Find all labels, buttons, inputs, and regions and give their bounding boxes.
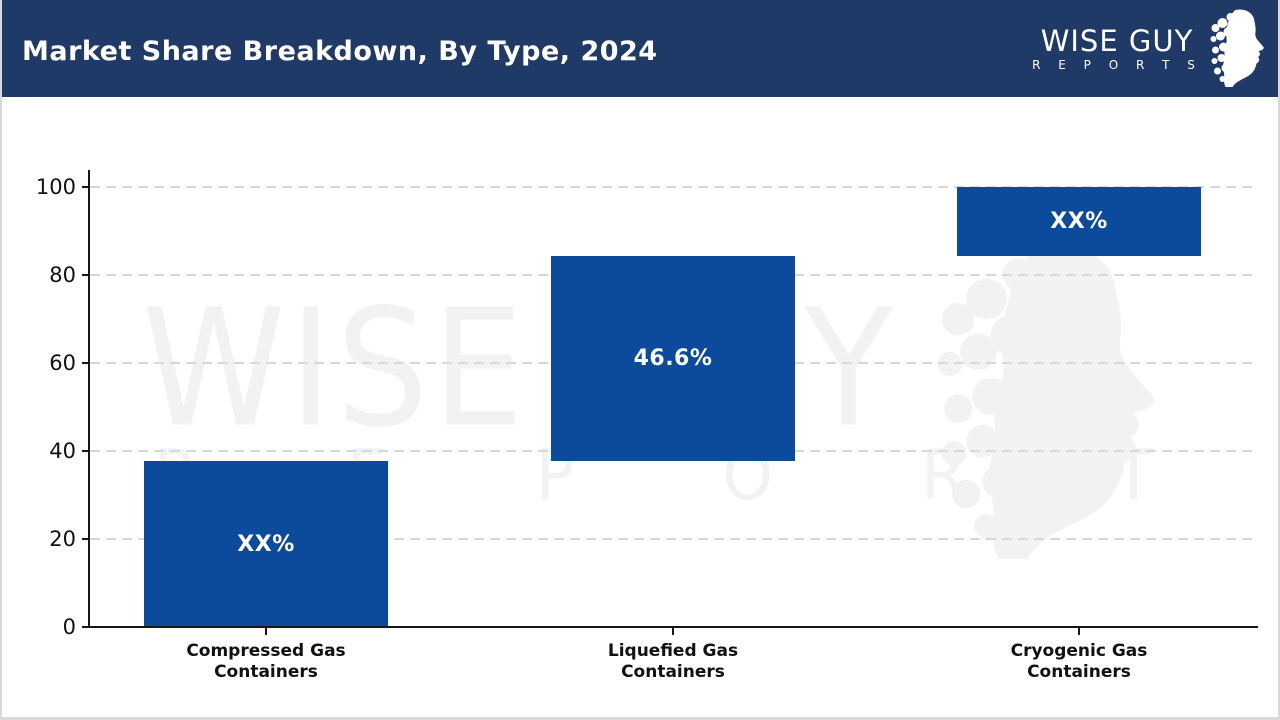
category-label-compressed-gas-containers: Compressed Gas Containers [186, 641, 346, 682]
y-tick-60 [82, 362, 89, 364]
y-tick-40 [82, 450, 89, 452]
y-tick-label-100: 100 [35, 175, 76, 199]
y-tick-label-20: 20 [49, 527, 76, 551]
bar-compressed-gas-containers: XX% [144, 461, 388, 627]
wise-guy-logo: WISE GUY R E P O R T S [1031, 6, 1266, 92]
y-tick-100 [82, 186, 89, 188]
x-tick-liquefied-gas-containers [672, 628, 674, 635]
y-tick-label-0: 0 [62, 615, 76, 639]
category-label-cryogenic-gas-containers: Cryogenic Gas Containers [1010, 641, 1148, 682]
logo-head-icon [1210, 8, 1266, 88]
y-tick-0 [82, 626, 89, 628]
y-tick-label-40: 40 [49, 439, 76, 463]
logo-wordmark: WISE GUY [1040, 24, 1194, 58]
x-tick-compressed-gas-containers [265, 628, 267, 635]
bar-value-label: XX% [237, 531, 295, 557]
bar-cryogenic-gas-containers: XX% [957, 187, 1201, 257]
page-title: Market Share Breakdown, By Type, 2024 [22, 36, 658, 67]
logo-reports-text: R E P O R T S [1032, 58, 1202, 72]
bar-value-label: 46.6% [633, 346, 713, 372]
y-tick-80 [82, 274, 89, 276]
y-tick-20 [82, 538, 89, 540]
watermark-head-icon [937, 238, 1162, 563]
gridline-20 [90, 538, 1256, 540]
gridline-100 [90, 186, 1256, 188]
x-tick-cryogenic-gas-containers [1078, 628, 1080, 635]
y-tick-label-80: 80 [49, 263, 76, 287]
bar-liquefied-gas-containers: 46.6% [551, 256, 795, 462]
y-tick-label-60: 60 [49, 351, 76, 375]
y-axis-line [88, 170, 90, 628]
bar-value-label: XX% [1050, 209, 1108, 235]
header: Market Share Breakdown, By Type, 2024 WI… [2, 0, 1278, 97]
x-axis-line [88, 626, 1258, 628]
category-label-liquefied-gas-containers: Liquefied Gas Containers [607, 641, 739, 682]
logo-text: WISE GUY R E P O R T S [1031, 26, 1203, 72]
